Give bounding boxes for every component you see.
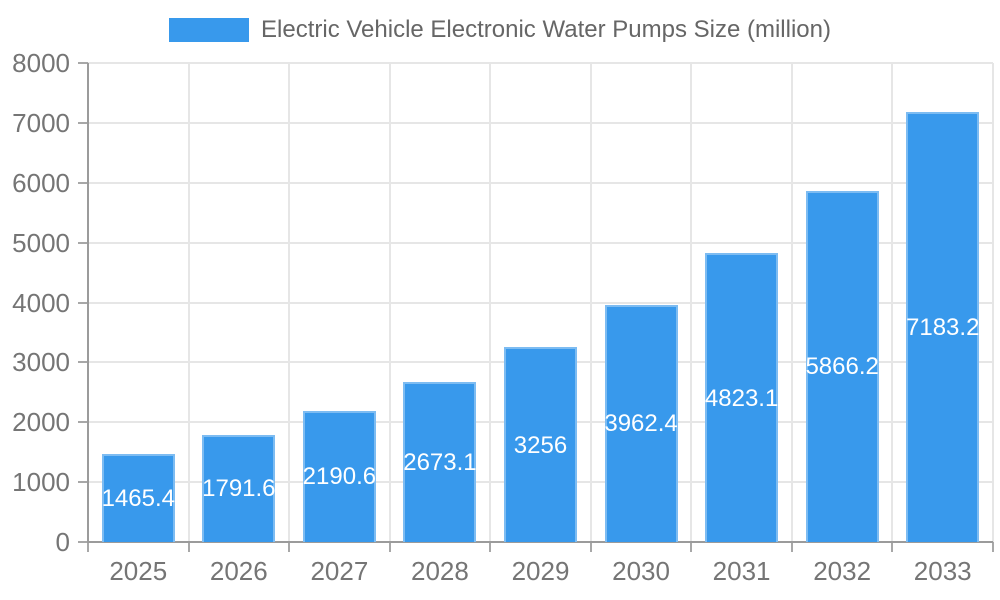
bar-value-label: 5866.2 [805,353,879,381]
v-gridline [288,63,291,542]
x-axis-label: 2033 [913,556,972,586]
y-axis-label: 6000 [12,167,70,198]
y-axis-label: 3000 [12,347,70,378]
bar[interactable]: 1465.4 [102,454,175,542]
x-axis-tick [992,542,994,552]
x-axis-tick [790,542,793,552]
y-axis-tick [78,361,88,364]
y-axis-label: 7000 [12,107,70,138]
v-gridline [388,63,391,542]
y-axis-label: 5000 [12,227,70,258]
bar[interactable]: 2190.6 [302,410,377,542]
h-gridline [88,241,993,244]
y-axis-label: 0 [55,527,70,557]
x-axis-tick [87,542,89,552]
v-gridline [790,63,793,542]
h-gridline [88,181,993,184]
bar-value-label: 2673.1 [403,448,477,476]
x-axis-tick [589,542,592,552]
legend-label: Electric Vehicle Electronic Water Pumps … [261,16,831,43]
v-gridline [589,63,592,542]
x-axis-tick [187,542,190,552]
y-axis-tick [78,181,88,184]
x-axis-line [87,541,993,543]
h-gridline [88,121,993,124]
bar-value-label: 1791.6 [202,475,276,503]
x-axis-tick [690,542,693,552]
v-gridline [187,63,190,542]
v-gridline [690,63,693,542]
y-axis-label: 8000 [12,48,70,78]
bar-value-label: 3962.4 [604,410,678,438]
bar[interactable]: 7183.2 [906,111,980,542]
x-axis-label: 2027 [310,556,369,586]
bar-value-label: 4823.1 [704,384,779,412]
bar[interactable]: 4823.1 [705,253,778,542]
plot-area: 0 1000 2000 3000 4000 5000 6000 7000 8000 1465.4 2… [12,48,994,586]
x-axis-tick [388,542,391,552]
y-axis-tick [78,121,88,124]
x-axis-tick [288,542,291,552]
v-gridline [891,63,894,542]
bar[interactable]: 3256 [504,347,577,542]
h-gridline [88,62,993,64]
x-axis-label: 2030 [612,556,670,586]
x-axis-label: 2031 [712,556,771,586]
x-axis-label: 2032 [813,556,872,586]
chart-legend-item[interactable]: Electric Vehicle Electronic Water Pumps … [0,16,1000,44]
y-axis-tick [78,481,88,484]
y-axis-label: 2000 [12,407,70,438]
bar-value-label: 3256 [513,431,568,459]
x-axis-label: 2028 [411,556,469,586]
bar-value-label: 1465.4 [101,485,175,513]
y-axis-tick [78,301,88,304]
v-gridline [992,63,994,542]
y-axis-tick [78,241,88,244]
y-axis-tick [78,62,88,64]
y-axis-tick [78,421,88,424]
bar[interactable]: 1791.6 [202,434,276,542]
x-axis-label: 2026 [209,556,268,586]
bar-value-label: 7183.2 [906,313,980,341]
bar[interactable]: 2673.1 [403,381,477,542]
y-axis-line [87,63,89,542]
bar-value-label: 2190.6 [302,463,377,491]
y-axis-label: 1000 [12,467,70,498]
x-axis-tick [891,542,894,552]
v-gridline [489,63,492,542]
h-gridline [88,301,993,304]
bar[interactable]: 5866.2 [805,190,879,542]
y-axis-label: 4000 [12,287,70,318]
legend-swatch [169,18,250,42]
bar[interactable]: 3962.4 [604,304,678,542]
x-axis-tick [489,542,492,552]
x-axis-label: 2029 [511,556,570,586]
x-axis-label: 2025 [109,556,168,586]
y-axis-tick [78,541,88,543]
